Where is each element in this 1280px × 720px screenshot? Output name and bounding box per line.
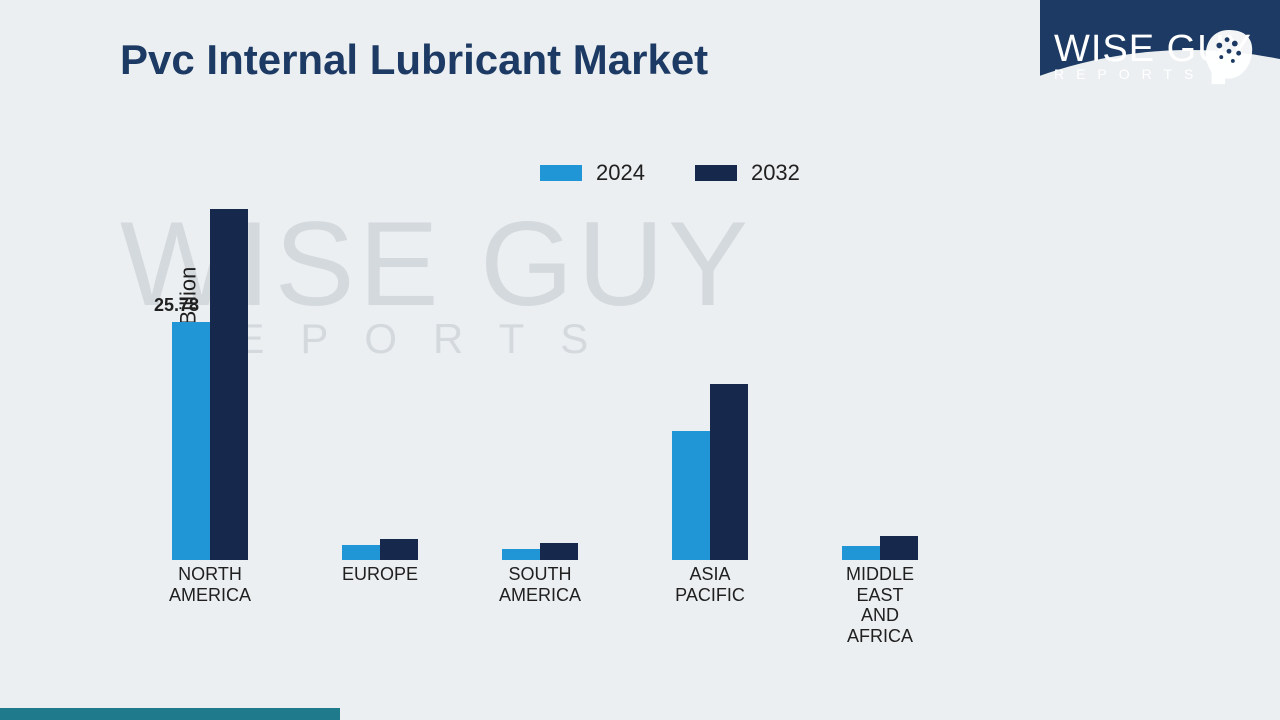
bar <box>380 539 418 560</box>
bar <box>672 431 710 561</box>
head-icon <box>1200 28 1258 90</box>
category-label: EUROPE <box>310 564 450 585</box>
legend-label-2032: 2032 <box>751 160 800 186</box>
legend-swatch-2024 <box>540 165 582 181</box>
legend: 2024 2032 <box>540 160 800 186</box>
chart-title: Pvc Internal Lubricant Market <box>120 36 708 84</box>
bar <box>172 322 210 560</box>
bottom-accent-bar <box>0 708 340 720</box>
brand-logo: WISE GUY REPORTS <box>1054 32 1252 81</box>
legend-label-2024: 2024 <box>596 160 645 186</box>
category-label: ASIAPACIFIC <box>640 564 780 605</box>
legend-item-2032: 2032 <box>695 160 800 186</box>
plot-area: 25.78 <box>150 190 950 560</box>
category-label: SOUTHAMERICA <box>470 564 610 605</box>
bar-value-label: 25.78 <box>154 295 199 316</box>
bar <box>540 543 578 560</box>
bar <box>880 536 918 560</box>
legend-item-2024: 2024 <box>540 160 645 186</box>
category-label: NORTHAMERICA <box>140 564 280 605</box>
legend-swatch-2032 <box>695 165 737 181</box>
bar <box>502 549 540 560</box>
bar <box>710 384 748 560</box>
bar <box>842 546 880 560</box>
page-root: WISE GUY REPORTS Pvc Internal Lubricant … <box>0 0 1280 720</box>
bar <box>210 209 248 561</box>
bar <box>342 545 380 560</box>
bar-chart: 2024 2032 Market Size in USD Billion 25.… <box>100 160 980 630</box>
category-label: MIDDLEEASTANDAFRICA <box>810 564 950 647</box>
